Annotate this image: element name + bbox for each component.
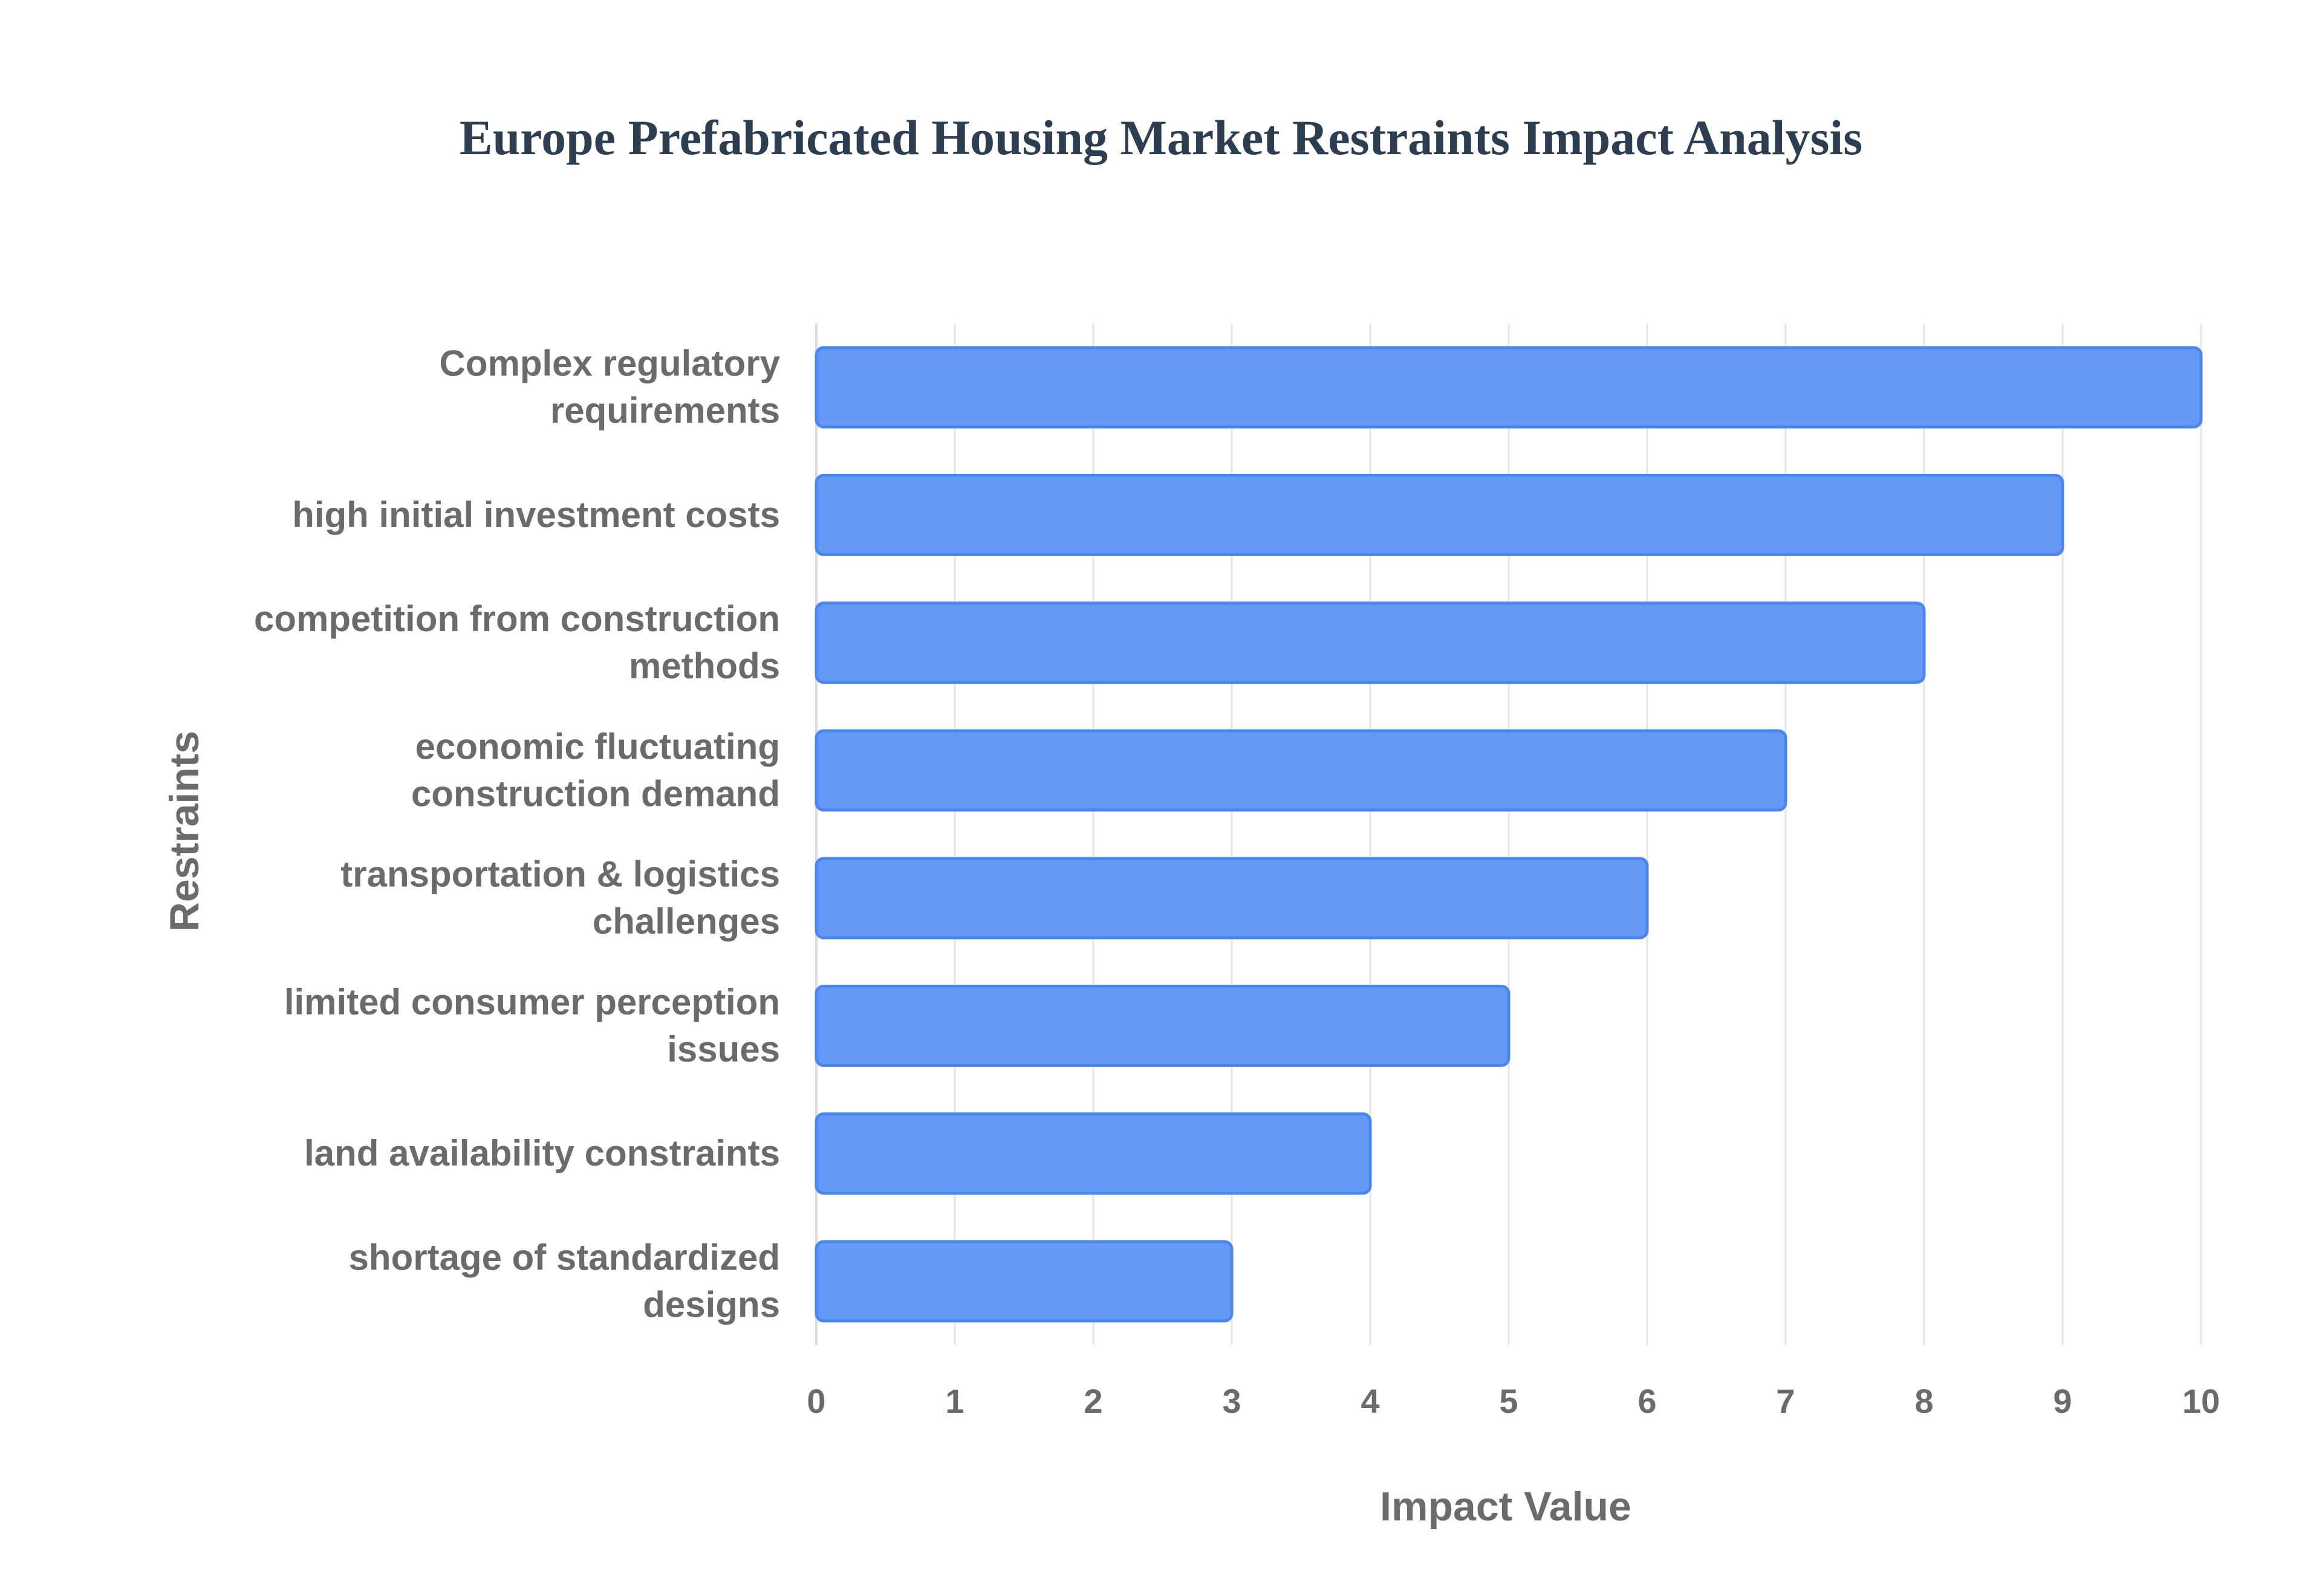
category-label: transportation & logistics challenges <box>340 854 780 942</box>
x-tick-label: 7 <box>1776 1382 1795 1420</box>
category-label: shortage of standardized designs <box>349 1237 780 1325</box>
bar <box>815 602 1926 684</box>
category-label: Complex regulatory requirements <box>440 343 781 431</box>
bar <box>815 473 2064 556</box>
category-label: competition from construction methods <box>254 598 780 686</box>
category-label-line: Complex regulatory <box>440 343 781 384</box>
x-tick-label: 1 <box>945 1382 964 1420</box>
category-label-line: challenges <box>593 901 780 942</box>
category-label-line: shortage of standardized <box>349 1237 780 1277</box>
bar <box>815 857 1649 939</box>
category-label-line: economic fluctuating <box>415 726 780 767</box>
category-label: economic fluctuating construction demand <box>411 726 780 814</box>
category-label-line: land availability constraints <box>304 1133 780 1173</box>
bar <box>815 1240 1234 1323</box>
bar <box>815 1112 1372 1195</box>
category-label: high initial investment costs <box>292 495 780 535</box>
category-labels: Complex regulatory requirements high initi… <box>254 343 781 1325</box>
category-label-line: limited consumer perception <box>284 982 780 1022</box>
category-label-line: methods <box>629 646 780 686</box>
bar <box>815 984 1511 1067</box>
category-label-line: transportation & logistics <box>340 854 780 895</box>
category-label: land availability constraints <box>304 1133 780 1173</box>
x-tick-label: 5 <box>1499 1382 1518 1420</box>
x-tick-label: 3 <box>1222 1382 1241 1420</box>
bars <box>815 346 2203 1323</box>
category-label-line: requirements <box>550 391 780 431</box>
category-label-line: construction demand <box>411 773 780 814</box>
x-tick-label: 9 <box>2053 1382 2072 1420</box>
x-axis-title: Impact Value <box>1380 1484 1631 1529</box>
x-tick-label: 2 <box>1084 1382 1102 1420</box>
category-label-line: issues <box>667 1029 780 1069</box>
chart-title: Europe Prefabricated Housing Market Rest… <box>460 110 1862 165</box>
category-label-line: high initial investment costs <box>292 495 780 535</box>
category-label-line: designs <box>643 1284 780 1325</box>
x-tick-label: 8 <box>1914 1382 1933 1420</box>
x-tick-labels: 0 1 2 3 4 5 6 7 8 9 10 <box>807 1382 2220 1420</box>
y-axis-title: Restraints <box>161 731 207 932</box>
x-tick-label: 0 <box>807 1382 825 1420</box>
category-label: limited consumer perception issues <box>284 982 780 1069</box>
bar <box>815 729 1787 812</box>
category-label-line: competition from construction <box>254 598 780 639</box>
x-tick-label: 4 <box>1361 1382 1379 1420</box>
x-tick-label: 6 <box>1637 1382 1656 1420</box>
bar <box>815 346 2203 429</box>
x-tick-label: 10 <box>2182 1382 2220 1420</box>
